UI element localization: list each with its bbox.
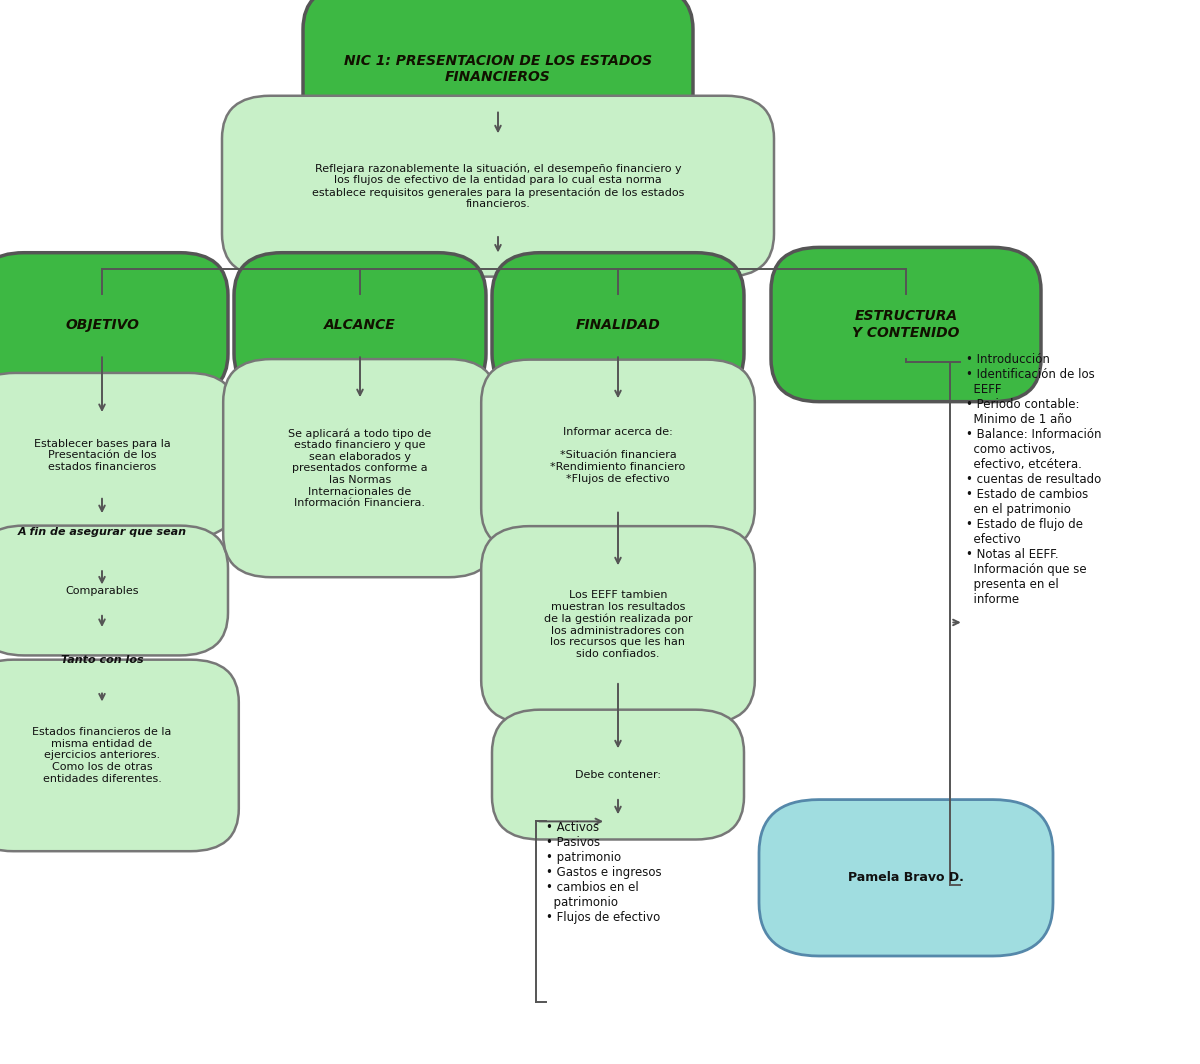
FancyBboxPatch shape [302, 0, 694, 152]
FancyBboxPatch shape [234, 253, 486, 397]
FancyBboxPatch shape [481, 526, 755, 724]
Text: ESTRUCTURA
Y CONTENIDO: ESTRUCTURA Y CONTENIDO [852, 310, 960, 339]
FancyBboxPatch shape [0, 526, 228, 655]
FancyBboxPatch shape [0, 373, 236, 538]
FancyBboxPatch shape [492, 253, 744, 397]
Text: Pamela Bravo D.: Pamela Bravo D. [848, 871, 964, 884]
FancyBboxPatch shape [758, 800, 1054, 955]
Text: Informar acerca de:

*Situación financiera
*Rendimiento financiero
*Flujos de ef: Informar acerca de: *Situación financier… [551, 427, 685, 484]
FancyBboxPatch shape [481, 360, 755, 551]
Text: Reflejara razonablemente la situación, el desempeño financiero y
los flujos de e: Reflejara razonablemente la situación, e… [312, 163, 684, 210]
Text: OBJETIVO: OBJETIVO [65, 317, 139, 332]
FancyBboxPatch shape [492, 710, 744, 839]
FancyBboxPatch shape [223, 359, 497, 577]
Text: Estados financieros de la
misma entidad de
ejercicios anteriores.
Como los de ot: Estados financieros de la misma entidad … [32, 727, 172, 784]
Text: • Introducción
• Identificación de los
  EEFF
• Periodo contable:
  Minimo de 1 : • Introducción • Identificación de los E… [966, 353, 1102, 606]
FancyBboxPatch shape [772, 248, 1042, 402]
Text: Establecer bases para la
Presentación de los
estados financieros: Establecer bases para la Presentación de… [34, 438, 170, 472]
Text: A fin de asegurar que sean: A fin de asegurar que sean [18, 527, 186, 537]
Text: Debe contener:: Debe contener: [575, 769, 661, 780]
Text: Tanto con los: Tanto con los [61, 654, 143, 665]
Text: Los EEFF tambien
muestran los resultados
de la gestión realizada por
los adminis: Los EEFF tambien muestran los resultados… [544, 591, 692, 659]
Text: • Activos
• Pasivos
• patrimonio
• Gastos e ingresos
• cambios en el
  patrimoni: • Activos • Pasivos • patrimonio • Gasto… [546, 821, 661, 925]
Text: FINALIDAD: FINALIDAD [576, 317, 660, 332]
Text: ALCANCE: ALCANCE [324, 317, 396, 332]
Text: NIC 1: PRESENTACION DE LOS ESTADOS
FINANCIEROS: NIC 1: PRESENTACION DE LOS ESTADOS FINAN… [344, 54, 652, 84]
Text: Comparables: Comparables [65, 585, 139, 596]
FancyBboxPatch shape [0, 253, 228, 397]
Text: Se aplicará a todo tipo de
estado financiero y que
sean elaborados y
presentados: Se aplicará a todo tipo de estado financ… [288, 428, 432, 509]
FancyBboxPatch shape [222, 96, 774, 277]
FancyBboxPatch shape [0, 660, 239, 851]
